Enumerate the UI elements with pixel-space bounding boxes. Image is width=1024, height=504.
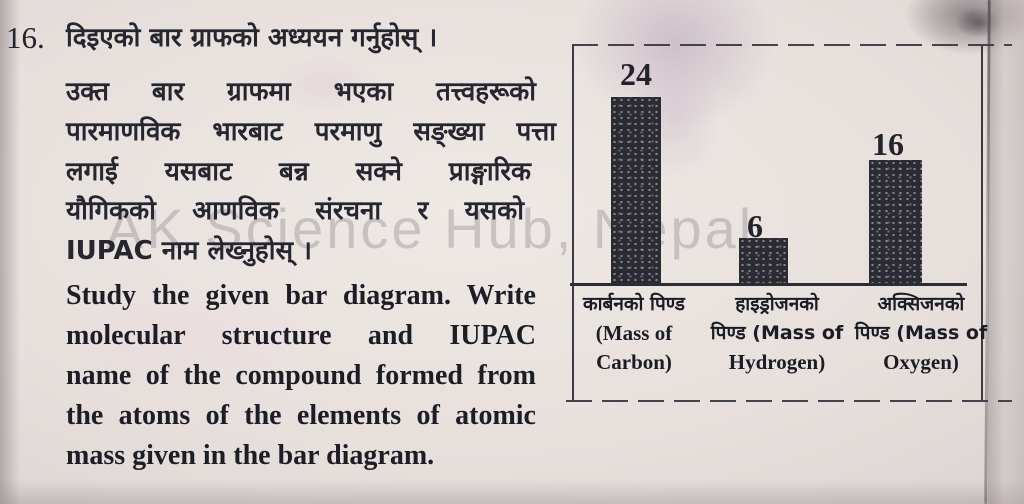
english-question-line: Study the given bar diagram. Write [66, 280, 536, 311]
category-label-line: कार्बनको पिण्ड [583, 293, 685, 315]
chart-frame-right [981, 46, 983, 402]
paper-smudge [955, 8, 1001, 38]
category-label-line: Carbon) [596, 350, 672, 374]
bar-value-hydrogen: 6 [747, 208, 763, 244]
x-axis-line [570, 283, 967, 286]
category-label-line: पिण्ड (Mass of [710, 322, 844, 344]
english-question-line: mass given in the bar diagram. [66, 440, 435, 471]
nepali-question-line: उक्त बार ग्राफमा भएका तत्त्वहरूको [66, 77, 536, 107]
nepali-question-line: लगाई यसबाट बन्न सक्ने प्राङ्गारिक [66, 157, 531, 187]
page-left-edge-shadow [0, 0, 20, 504]
bar-carbon [611, 97, 661, 285]
english-question-line: molecular structure and IUPAC [66, 320, 536, 351]
question-number: 16. [6, 20, 45, 55]
category-label-line: (Mass of [595, 321, 673, 345]
category-label-line: पिण्ड (Mass of [854, 322, 988, 344]
paper-crease [984, 0, 991, 504]
category-label-hydrogen: हाइड्रोजनको पिण्ड (Mass of Hydrogen) [708, 290, 846, 377]
bar-value-oxygen: 16 [872, 126, 904, 162]
category-label-line: हाइड्रोजनको [735, 293, 819, 315]
english-question-line: name of the compound formed from [66, 360, 536, 391]
category-label-line: Hydrogen) [728, 350, 826, 374]
chart-frame-left [572, 44, 574, 402]
page-right-edge [988, 0, 1024, 504]
nepali-question-line: दिइएको बार ग्राफको अध्ययन गर्नुहोस् । [66, 23, 438, 53]
nepali-question-line: पारमाणविक भारबाट परमाणु सङ्ख्या पत्ता [66, 117, 556, 147]
chart-frame-top [572, 44, 1012, 46]
paper-stain [575, 0, 775, 130]
english-question-line: the atoms of the elements of atomic [66, 400, 536, 431]
bar-hydrogen [739, 238, 788, 285]
category-label-line: अक्सिजनको [877, 293, 965, 315]
category-label-oxygen: अक्सिजनको पिण्ड (Mass of Oxygen) [848, 290, 994, 377]
nepali-question-line: यौगिकको आणविक संरचना र यसको [66, 196, 524, 226]
category-label-carbon: कार्बनको पिण्ड (Mass of Carbon) [566, 290, 702, 377]
chart-frame-bottom [566, 400, 1012, 402]
paper-smudge [905, 0, 1024, 55]
page-bottom-edge-shadow [0, 480, 1024, 504]
bar-value-carbon: 24 [620, 56, 652, 92]
bar-oxygen [869, 160, 922, 285]
category-label-line: Oxygen) [883, 350, 959, 374]
nepali-question-line: IUPAC नाम लेख्नुहोस् । [66, 236, 312, 266]
